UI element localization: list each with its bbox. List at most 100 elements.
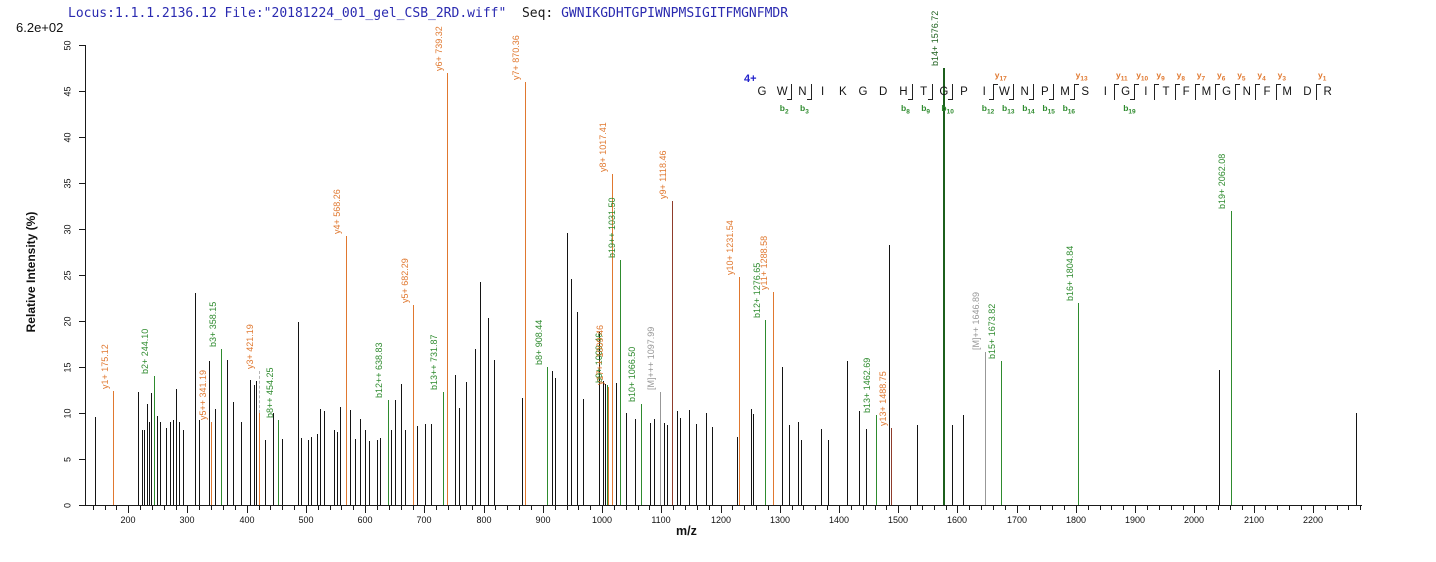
x-tick	[993, 506, 994, 510]
x-tick	[685, 506, 686, 510]
residue-letter: P	[960, 86, 968, 98]
peak	[333, 429, 335, 505]
x-tick	[531, 506, 532, 510]
x-tick-label: 800	[476, 515, 492, 525]
fragment-divider	[932, 84, 934, 100]
residue-letter: D	[879, 86, 888, 98]
x-tick	[1183, 506, 1184, 510]
peak	[753, 413, 755, 505]
peak	[354, 438, 356, 505]
peak	[634, 419, 636, 505]
peak-y1+	[113, 390, 114, 505]
peak	[144, 429, 146, 505]
peak	[649, 423, 651, 505]
y-tick	[79, 321, 85, 322]
peak	[214, 409, 216, 505]
b-corner	[1009, 99, 1013, 100]
fragment-divider	[1215, 84, 1216, 100]
residue-letter: F	[1263, 86, 1271, 98]
b-ion-mark: b15	[1042, 103, 1055, 116]
y-tick-label: 0	[62, 503, 73, 509]
x-tick-label: 1900	[1124, 515, 1146, 525]
peak	[582, 399, 584, 505]
peak	[866, 428, 868, 505]
y-corner	[1195, 84, 1200, 85]
x-tick	[1017, 506, 1018, 513]
peak-y8+	[611, 173, 613, 505]
fragment-divider	[1235, 84, 1237, 100]
peak-b12++	[387, 400, 389, 505]
peak	[566, 232, 568, 505]
y-ion-mark: y5	[1237, 70, 1246, 83]
x-tick	[128, 506, 129, 513]
x-tick	[377, 506, 378, 510]
peak-b12+	[765, 320, 767, 505]
peak-b8+	[547, 367, 549, 505]
residue-letter: M	[1201, 86, 1212, 98]
peak	[316, 434, 318, 505]
x-tick	[1242, 506, 1243, 510]
peak-label: b8+ 908.44	[533, 319, 544, 365]
x-tick	[306, 506, 307, 513]
x-tick	[424, 506, 425, 513]
peak	[487, 318, 489, 505]
peak	[571, 278, 573, 505]
x-tick	[981, 506, 982, 510]
x-tick-label: 500	[298, 515, 314, 525]
peak	[169, 422, 171, 505]
fragment-divider	[1073, 84, 1075, 100]
peak-b13++	[442, 391, 444, 505]
fragment-divider	[952, 84, 954, 100]
peak	[137, 391, 139, 505]
x-tick	[1076, 506, 1077, 513]
b-ion-mark: b13	[1002, 103, 1015, 116]
b-ion-mark: b9	[921, 103, 931, 116]
x-tick	[957, 506, 958, 513]
residue-letter: G	[939, 86, 949, 98]
x-tick	[495, 506, 496, 510]
peak-label: [M]+++ 1097.99	[646, 326, 657, 390]
x-tick	[1123, 506, 1124, 510]
x-tick	[436, 506, 437, 510]
x-tick	[614, 506, 615, 510]
y-tick-label: 15	[62, 362, 73, 373]
x-tick	[1040, 506, 1041, 510]
peak-y9+	[671, 201, 673, 505]
fragment-divider	[790, 84, 792, 100]
peak	[798, 422, 800, 505]
peak-y17++	[608, 387, 610, 505]
x-tick	[709, 506, 710, 510]
peak	[94, 416, 96, 505]
x-tick-label: 600	[357, 515, 373, 525]
precursor-charge-label: 4+	[744, 73, 757, 85]
peak	[788, 424, 790, 505]
x-tick	[341, 506, 342, 510]
x-tick	[1289, 506, 1290, 510]
peak	[369, 440, 371, 505]
x-tick	[282, 506, 283, 510]
y-tick-label: 45	[62, 86, 73, 97]
x-tick	[1147, 506, 1148, 510]
residue-letter: K	[838, 86, 847, 98]
y-axis-title: Relative Intensity (%)	[24, 211, 38, 333]
peak	[159, 422, 161, 505]
residue-letter: I	[1144, 86, 1148, 98]
fragment-divider	[1114, 84, 1115, 100]
x-tick	[389, 506, 390, 510]
x-tick	[1277, 506, 1278, 510]
x-tick	[626, 506, 627, 510]
peak	[149, 422, 151, 505]
y-ion-mark: y7	[1196, 70, 1206, 83]
b-corner	[988, 99, 993, 100]
y-tick-label: 50	[62, 40, 73, 51]
peak	[300, 437, 302, 505]
peak	[459, 408, 461, 505]
fragment-divider	[992, 84, 994, 100]
x-tick-label: 1600	[946, 515, 968, 525]
x-tick	[1348, 506, 1349, 510]
peak	[551, 370, 553, 505]
fragment-divider	[1194, 84, 1196, 100]
y-ion-mark: y10	[1136, 70, 1149, 83]
peak	[663, 423, 665, 505]
b-ion-mark: b12	[981, 103, 995, 116]
